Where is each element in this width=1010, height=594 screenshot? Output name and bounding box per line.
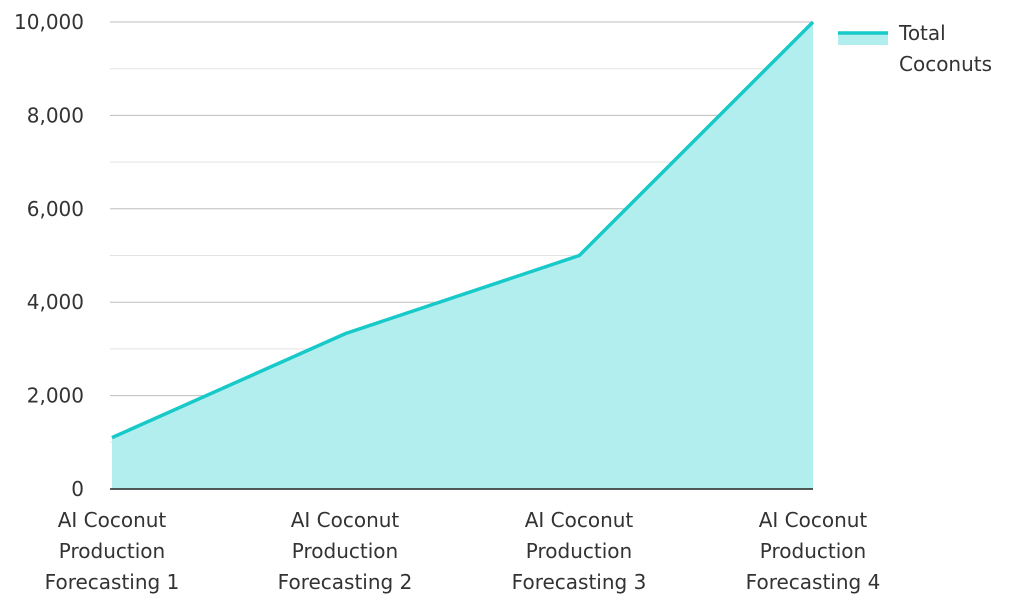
- y-axis-tick-labels: 0 2,000 4,000 6,000 8,000 10,000: [14, 10, 84, 501]
- series-area-fill: [112, 22, 813, 489]
- y-tick-label: 2,000: [27, 384, 84, 408]
- x-tick-label: AI Coconut Production Forecasting 2: [278, 508, 413, 594]
- legend-swatch-fill: [838, 32, 888, 45]
- y-tick-label: 0: [71, 477, 84, 501]
- legend-label: Total Coconuts: [898, 21, 992, 76]
- y-tick-label: 6,000: [27, 197, 84, 221]
- x-tick-label: AI Coconut Production Forecasting 3: [512, 508, 647, 594]
- y-tick-label: 10,000: [14, 10, 84, 34]
- series-line: [111, 20, 815, 440]
- legend: Total Coconuts: [838, 21, 992, 76]
- x-axis-tick-labels: AI Coconut Production Forecasting 1 AI Coco…: [45, 508, 881, 594]
- y-tick-label: 8,000: [27, 103, 84, 127]
- x-tick-label: AI Coconut Production Forecasting 1: [45, 508, 180, 594]
- legend-series-name: Total Coconuts: [898, 21, 992, 76]
- x-tick-label: AI Coconut Production Forecasting 4: [746, 508, 881, 594]
- y-tick-label: 4,000: [27, 290, 84, 314]
